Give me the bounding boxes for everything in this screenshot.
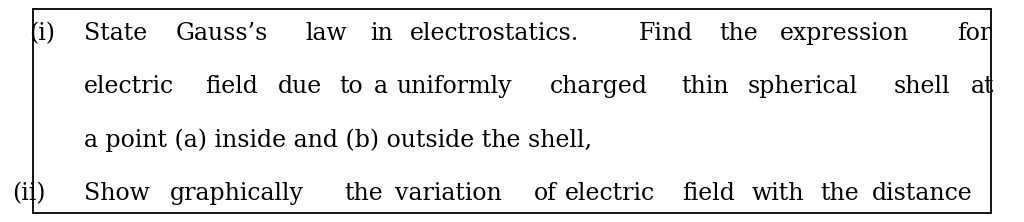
Text: uniformly: uniformly [396, 75, 512, 98]
Text: field: field [682, 182, 735, 205]
Text: Find: Find [639, 22, 693, 45]
Text: at: at [971, 75, 994, 98]
Text: for: for [957, 22, 991, 45]
Text: electric: electric [84, 75, 174, 98]
Text: a point (a) inside and (b) outside the shell,: a point (a) inside and (b) outside the s… [84, 128, 592, 152]
Text: thin: thin [681, 75, 729, 98]
Text: the: the [344, 182, 383, 205]
Text: distance: distance [871, 182, 972, 205]
Text: (ii): (ii) [12, 182, 46, 205]
Text: electrostatics.: electrostatics. [410, 22, 580, 45]
Text: shell: shell [894, 75, 950, 98]
Text: field: field [205, 75, 258, 98]
Text: in: in [371, 22, 393, 45]
Text: Show: Show [84, 182, 150, 205]
Text: graphically: graphically [170, 182, 304, 205]
Text: the: the [720, 22, 759, 45]
Text: (i): (i) [29, 22, 54, 45]
Text: law: law [306, 22, 347, 45]
Text: with: with [752, 182, 804, 205]
Text: of: of [535, 182, 557, 205]
Text: Gauss’s: Gauss’s [176, 22, 268, 45]
Text: expression: expression [780, 22, 909, 45]
Text: State: State [84, 22, 147, 45]
Text: spherical: spherical [748, 75, 857, 98]
Text: a: a [374, 75, 388, 98]
Text: variation: variation [395, 182, 502, 205]
Text: electric: electric [564, 182, 655, 205]
Text: charged: charged [550, 75, 648, 98]
Text: to: to [339, 75, 362, 98]
Text: the: the [820, 182, 859, 205]
Text: due: due [278, 75, 322, 98]
